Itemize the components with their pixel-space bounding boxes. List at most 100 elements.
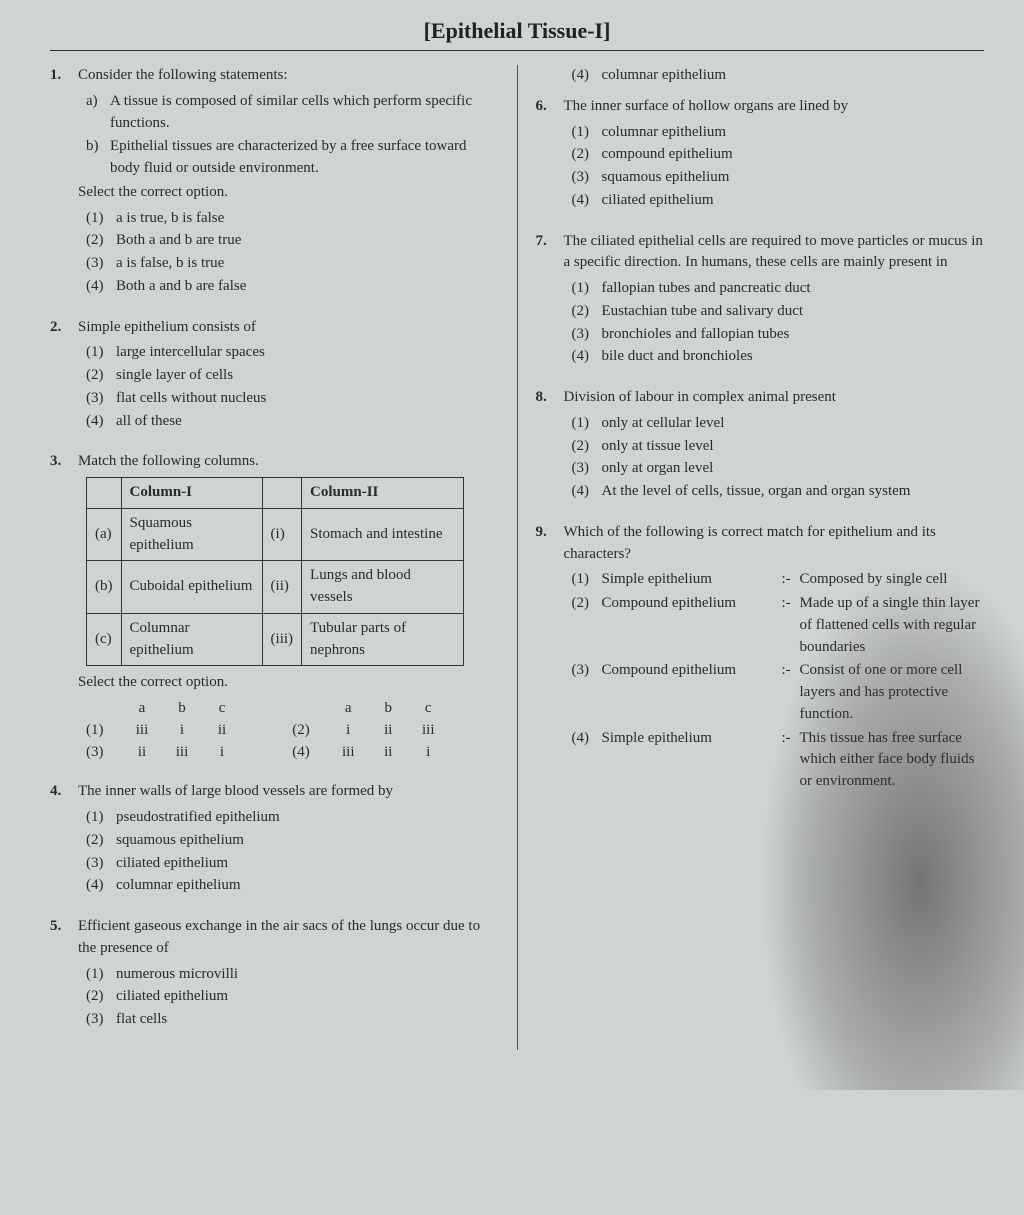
option-text: pseudostratified epithelium xyxy=(116,807,499,829)
ans-val: iii xyxy=(162,742,202,764)
question-2: 2. Simple epithelium consists of (1)larg… xyxy=(50,317,499,434)
match-desc: Composed by single cell xyxy=(800,569,985,591)
sub-label: a) xyxy=(86,91,110,135)
match-table: Column-I Column-II (a) Squamous epitheli… xyxy=(86,477,464,666)
option-text: flat cells without nucleus xyxy=(116,388,499,410)
option: (2)squamous epithelium xyxy=(86,830,499,852)
option-text: a is false, b is true xyxy=(116,253,499,275)
option: (4)Both a and b are false xyxy=(86,276,499,298)
option: (2)single layer of cells xyxy=(86,365,499,387)
page-title: [Epithelial Tissue-I] xyxy=(50,18,984,51)
option-text: At the level of cells, tissue, organ and… xyxy=(602,481,985,503)
option: (3)a is false, b is true xyxy=(86,253,499,275)
ans-val: iii xyxy=(328,742,368,764)
col-head: c xyxy=(202,698,242,720)
option-label: (3) xyxy=(86,853,116,875)
option-label: (3) xyxy=(572,660,602,725)
question-number: 6. xyxy=(536,96,564,213)
option-text: numerous microvilli xyxy=(116,964,499,986)
table-cell: Squamous epithelium xyxy=(121,508,262,561)
option-label: (3) xyxy=(86,388,116,410)
ans-label: (3) xyxy=(86,742,122,764)
match-row: (3) Compound epithelium :- Consist of on… xyxy=(572,660,985,725)
table-head: Column-II xyxy=(302,478,464,509)
match-row: (2) Compound epithelium :- Made up of a … xyxy=(572,593,985,658)
option-label: (1) xyxy=(572,569,602,591)
option-text: bile duct and bronchioles xyxy=(602,346,985,368)
option-label: (4) xyxy=(572,728,602,793)
option-text: single layer of cells xyxy=(116,365,499,387)
question-number: 2. xyxy=(50,317,78,434)
table-head xyxy=(262,478,302,509)
ans-val: i xyxy=(328,720,368,742)
option-text: columnar epithelium xyxy=(602,122,985,144)
question-number: 1. xyxy=(50,65,78,299)
option-label: (2) xyxy=(86,230,116,252)
option-text: ciliated epithelium xyxy=(602,190,985,212)
question-stem: Simple epithelium consists of xyxy=(78,317,499,339)
table-head: Column-I xyxy=(121,478,262,509)
option-label: (4) xyxy=(572,346,602,368)
option-label: (3) xyxy=(572,167,602,189)
option-label: (1) xyxy=(572,122,602,144)
sub-text: A tissue is composed of similar cells wh… xyxy=(110,91,499,135)
option: (4)At the level of cells, tissue, organ … xyxy=(572,481,985,503)
option-text: ciliated epithelium xyxy=(116,986,499,1008)
col-head: b xyxy=(162,698,202,720)
option: (3)flat cells xyxy=(86,1009,499,1031)
table-row: (a) Squamous epithelium (i) Stomach and … xyxy=(87,508,464,561)
option-label: (1) xyxy=(86,208,116,230)
question-5: 5. Efficient gaseous exchange in the air… xyxy=(50,916,499,1032)
option-text: only at organ level xyxy=(602,458,985,480)
option-text: columnar epithelium xyxy=(602,65,985,87)
option-label: (2) xyxy=(572,436,602,458)
option-label: (4) xyxy=(572,481,602,503)
abc-answer-grid: a b c a b c xyxy=(86,698,499,763)
option-label: (4) xyxy=(86,875,116,897)
table-cell: Columnar epithelium xyxy=(121,613,262,666)
question-stem: Consider the following statements: xyxy=(78,65,499,87)
option-label: (2) xyxy=(572,301,602,323)
option: (2)Both a and b are true xyxy=(86,230,499,252)
option-label: (4) xyxy=(86,411,116,433)
sub-label: b) xyxy=(86,136,110,180)
question-1: 1. Consider the following statements: a)… xyxy=(50,65,499,299)
question-number: 7. xyxy=(536,231,564,370)
option-label: (2) xyxy=(86,830,116,852)
right-column: (4) columnar epithelium 6. The inner surf… xyxy=(518,65,985,1050)
option-label: (4) xyxy=(572,190,602,212)
option: (2)only at tissue level xyxy=(572,436,985,458)
option: (3)only at organ level xyxy=(572,458,985,480)
ans-val: ii xyxy=(122,742,162,764)
question-stem: The inner surface of hollow organs are l… xyxy=(564,96,985,118)
option-label: (4) xyxy=(86,276,116,298)
option-label: (3) xyxy=(86,253,116,275)
question-number: 4. xyxy=(50,781,78,898)
option: (2)ciliated epithelium xyxy=(86,986,499,1008)
ans-val: ii xyxy=(368,742,408,764)
question-stem: The inner walls of large blood vessels a… xyxy=(78,781,499,803)
sub-statement: b) Epithelial tissues are characterized … xyxy=(86,136,499,180)
page: [Epithelial Tissue-I] 1. Consider the fo… xyxy=(0,0,1024,1215)
table-row: (b) Cuboidal epithelium (ii) Lungs and b… xyxy=(87,561,464,614)
option: (3)bronchioles and fallopian tubes xyxy=(572,324,985,346)
ans-val: iii xyxy=(408,720,448,742)
question-stem: Which of the following is correct match … xyxy=(564,522,985,566)
match-row: (1) Simple epithelium :- Composed by sin… xyxy=(572,569,985,591)
spacer xyxy=(86,698,122,720)
option-text: Both a and b are false xyxy=(116,276,499,298)
col-head: a xyxy=(328,698,368,720)
option: (3)ciliated epithelium xyxy=(86,853,499,875)
option-text: all of these xyxy=(116,411,499,433)
option-label: (3) xyxy=(572,458,602,480)
option-text: Eustachian tube and salivary duct xyxy=(602,301,985,323)
option: (4)columnar epithelium xyxy=(86,875,499,897)
option: (1)only at cellular level xyxy=(572,413,985,435)
table-cell: (a) xyxy=(87,508,122,561)
option: (2)Eustachian tube and salivary duct xyxy=(572,301,985,323)
ans-label: (4) xyxy=(292,742,328,764)
option-label: (1) xyxy=(572,278,602,300)
option-text: ciliated epithelium xyxy=(116,853,499,875)
match-name: Compound epithelium xyxy=(602,593,782,658)
option-text: Both a and b are true xyxy=(116,230,499,252)
